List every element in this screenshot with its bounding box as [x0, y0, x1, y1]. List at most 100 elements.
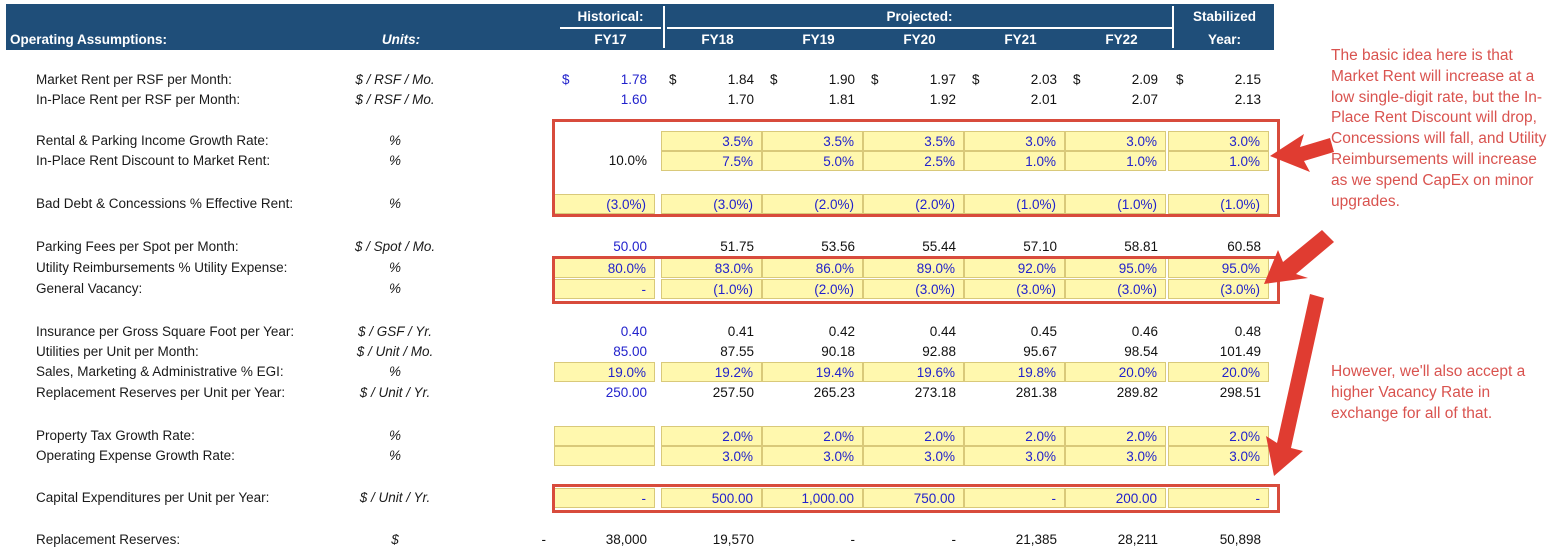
input-cell[interactable]: (3.0%): [964, 279, 1065, 299]
row-label: Bad Debt & Concessions % Effective Rent:: [36, 196, 294, 211]
input-cell[interactable]: -: [964, 488, 1065, 508]
input-cell[interactable]: (1.0%): [964, 194, 1065, 214]
input-cell[interactable]: 200.00: [1065, 488, 1166, 508]
input-cell[interactable]: 1.0%: [1168, 151, 1269, 171]
input-cell[interactable]: (2.0%): [762, 194, 863, 214]
input-cell[interactable]: [554, 426, 655, 446]
input-cell[interactable]: -: [554, 279, 655, 299]
row-label: Capital Expenditures per Unit per Year:: [36, 490, 270, 505]
input-cell[interactable]: -: [1168, 488, 1269, 508]
input-cell[interactable]: 1,000.00: [762, 488, 863, 508]
input-cell[interactable]: -: [554, 488, 655, 508]
input-cell[interactable]: 19.0%: [554, 362, 655, 382]
input-cell[interactable]: (3.0%): [1168, 279, 1269, 299]
page-title: Operating Assumptions:: [10, 32, 168, 47]
row-units: $ / Unit / Yr.: [359, 490, 431, 505]
input-cell[interactable]: (2.0%): [762, 279, 863, 299]
input-cell[interactable]: 3.0%: [964, 446, 1065, 466]
input-cell[interactable]: 3.0%: [863, 446, 964, 466]
input-cell[interactable]: 80.0%: [554, 258, 655, 278]
row-units: %: [388, 260, 401, 275]
annotation-paragraph-1: The basic idea here is that Market Rent …: [1331, 47, 1547, 210]
row-label: Insurance per Gross Square Foot per Year…: [36, 324, 295, 339]
output-cell: 21,385: [1015, 532, 1057, 547]
input-cell[interactable]: 95.0%: [1065, 258, 1166, 278]
currency-symbol: $: [1073, 72, 1081, 87]
input-cell[interactable]: 2.0%: [661, 426, 762, 446]
output-cell: 53.56: [821, 239, 855, 254]
input-cell[interactable]: 2.0%: [964, 426, 1065, 446]
output-cell: 0.42: [828, 324, 855, 339]
output-cell: -: [951, 532, 957, 547]
input-cell[interactable]: 2.0%: [1065, 426, 1166, 446]
row-units: $ / RSF / Mo.: [355, 92, 435, 107]
input-cell[interactable]: 1.0%: [964, 151, 1065, 171]
input-cell[interactable]: 19.8%: [964, 362, 1065, 382]
row-units: %: [388, 428, 401, 443]
input-cell[interactable]: (1.0%): [661, 279, 762, 299]
output-cell: 10.0%: [608, 153, 647, 168]
input-cell[interactable]: 1.0%: [1065, 151, 1166, 171]
output-cell: 98.54: [1124, 344, 1158, 359]
input-cell[interactable]: (3.0%): [863, 279, 964, 299]
input-cell[interactable]: (3.0%): [1065, 279, 1166, 299]
input-cell[interactable]: 19.6%: [863, 362, 964, 382]
output-cell: 85.00: [613, 344, 647, 359]
output-cell: 1.84: [727, 72, 754, 87]
input-cell[interactable]: (1.0%): [1065, 194, 1166, 214]
output-cell: 281.38: [1015, 385, 1057, 400]
input-cell[interactable]: 3.5%: [661, 131, 762, 151]
input-cell[interactable]: 3.0%: [661, 446, 762, 466]
input-cell[interactable]: 500.00: [661, 488, 762, 508]
output-cell: [554, 131, 655, 151]
row-units: %: [388, 196, 401, 211]
input-cell[interactable]: 750.00: [863, 488, 964, 508]
input-cell[interactable]: (3.0%): [554, 194, 655, 214]
row-label: Market Rent per RSF per Month:: [36, 72, 232, 87]
input-cell[interactable]: 3.0%: [964, 131, 1065, 151]
input-cell[interactable]: 95.0%: [1168, 258, 1269, 278]
input-cell[interactable]: 2.0%: [762, 426, 863, 446]
input-cell[interactable]: 83.0%: [661, 258, 762, 278]
output-cell: 2.07: [1131, 92, 1158, 107]
table-header-bar: Operating Assumptions: Units: Historical…: [6, 4, 1274, 50]
output-cell: 51.75: [720, 239, 754, 254]
row-units: %: [388, 364, 401, 379]
input-cell[interactable]: 3.0%: [1065, 446, 1166, 466]
input-cell[interactable]: (3.0%): [661, 194, 762, 214]
input-cell[interactable]: 3.0%: [1168, 131, 1269, 151]
input-cell[interactable]: 2.5%: [863, 151, 964, 171]
column-header-fy22: FY22: [1105, 32, 1138, 47]
input-cell[interactable]: [554, 446, 655, 466]
input-cell[interactable]: 3.0%: [1065, 131, 1166, 151]
input-cell[interactable]: 3.0%: [762, 446, 863, 466]
input-cell[interactable]: 5.0%: [762, 151, 863, 171]
output-cell: 265.23: [813, 385, 855, 400]
output-cell: 1.92: [929, 92, 956, 107]
output-cell: 2.03: [1030, 72, 1057, 87]
input-cell[interactable]: 2.0%: [863, 426, 964, 446]
output-cell: -: [850, 532, 856, 547]
input-cell[interactable]: 2.0%: [1168, 426, 1269, 446]
row-label: Operating Expense Growth Rate:: [36, 448, 235, 463]
input-cell[interactable]: (2.0%): [863, 194, 964, 214]
input-cell[interactable]: 7.5%: [661, 151, 762, 171]
input-cell[interactable]: 20.0%: [1168, 362, 1269, 382]
input-cell[interactable]: 19.4%: [762, 362, 863, 382]
input-cell[interactable]: 19.2%: [661, 362, 762, 382]
row-units: $ / RSF / Mo.: [355, 72, 435, 87]
input-cell[interactable]: 86.0%: [762, 258, 863, 278]
output-cell: 2.13: [1234, 92, 1261, 107]
output-cell: 58.81: [1124, 239, 1158, 254]
input-cell[interactable]: 20.0%: [1065, 362, 1166, 382]
input-cell[interactable]: 3.5%: [762, 131, 863, 151]
arrow-icon-to-utility-row: [1264, 230, 1334, 284]
input-cell[interactable]: 3.5%: [863, 131, 964, 151]
output-cell: 257.50: [712, 385, 754, 400]
arrow-icon-to-growth-rates: [1270, 134, 1334, 172]
input-cell[interactable]: 3.0%: [1168, 446, 1269, 466]
input-cell[interactable]: (1.0%): [1168, 194, 1269, 214]
input-cell[interactable]: 89.0%: [863, 258, 964, 278]
input-cell[interactable]: 92.0%: [964, 258, 1065, 278]
